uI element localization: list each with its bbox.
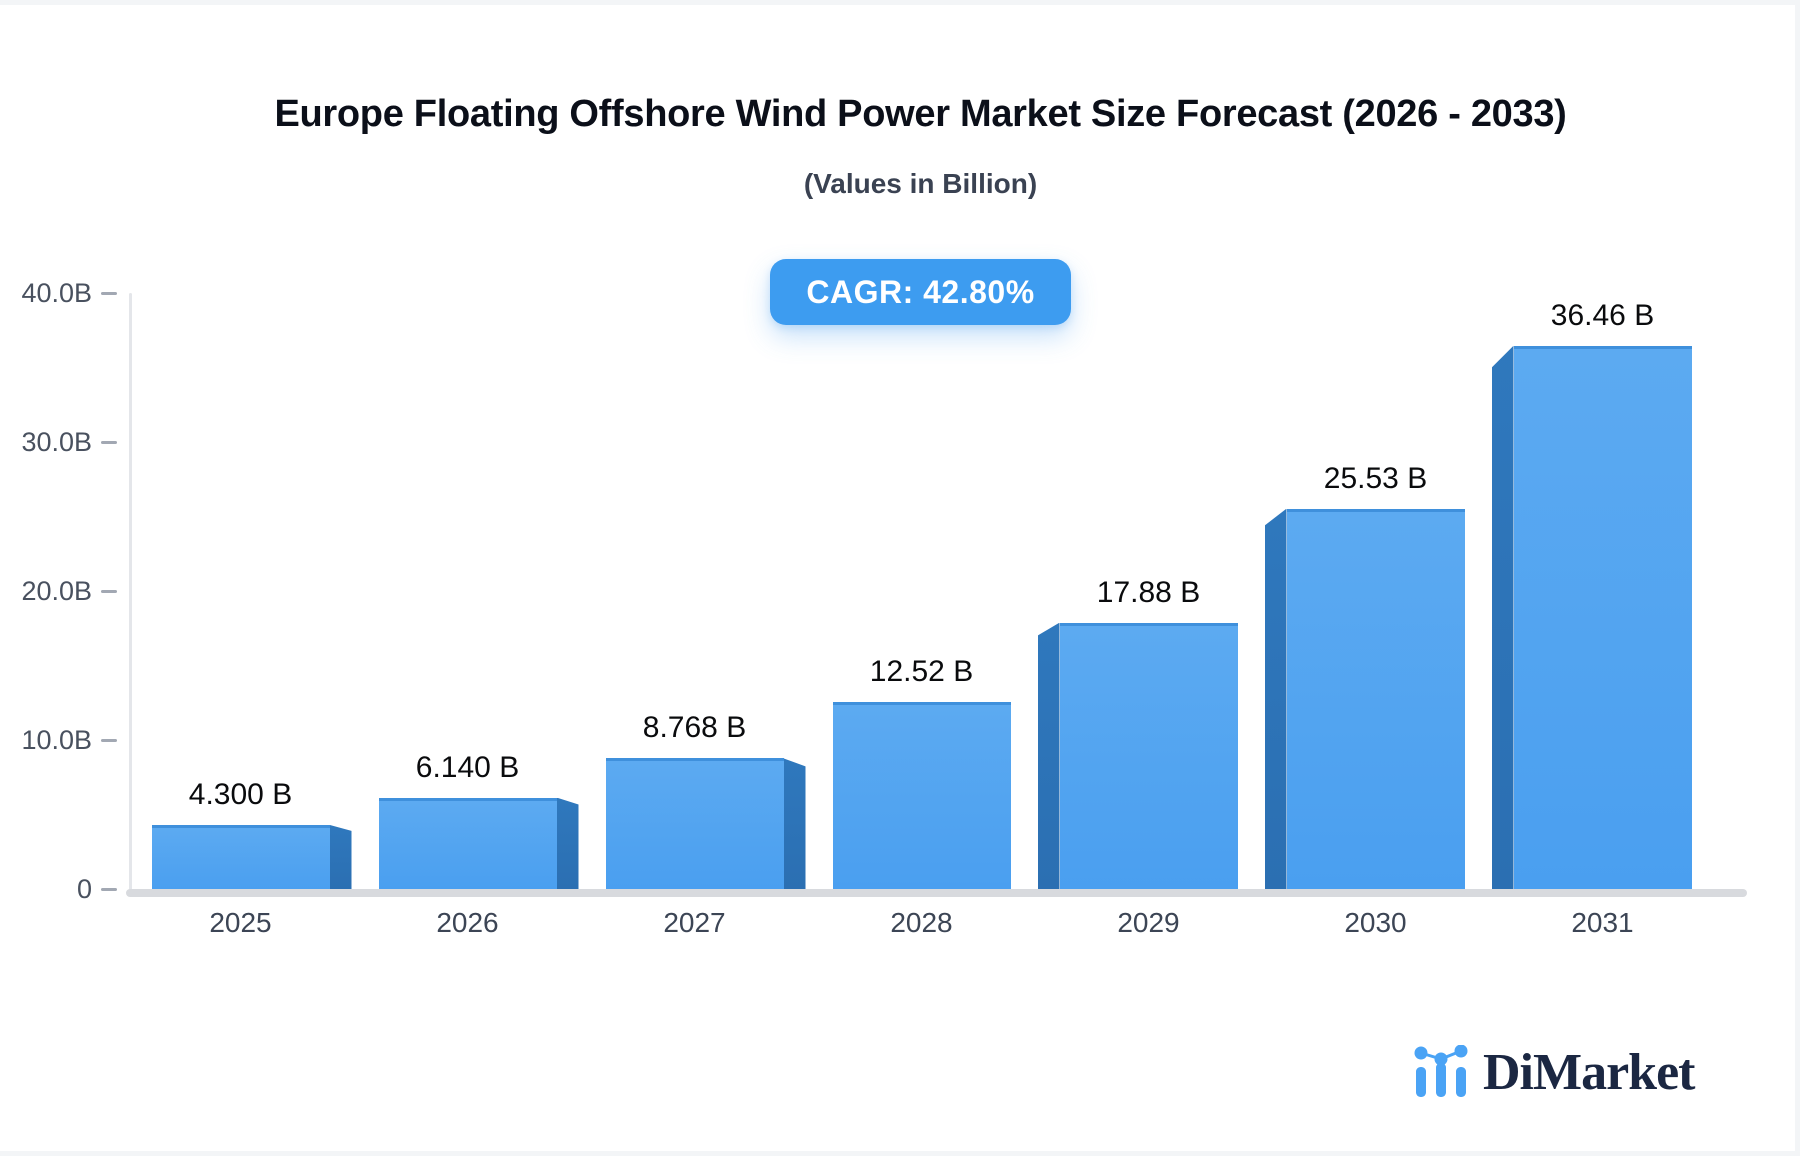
bar-value-label: 4.300 B (188, 777, 293, 811)
y-axis-tick-label: 0 (76, 874, 92, 904)
x-axis-category-label: 2027 (663, 907, 726, 938)
bar-value-label: 36.46 B (1550, 298, 1655, 332)
bar-3d-side (1037, 622, 1060, 889)
bar-chart-logo-icon (1414, 1045, 1468, 1097)
bar-value-label: 12.52 B (869, 655, 974, 689)
y-axis-tick-label: 40.0B (21, 278, 92, 308)
chart-card: Europe Floating Offshore Wind Power Mark… (0, 5, 1795, 1151)
x-axis-category-label: 2030 (1344, 907, 1407, 938)
bar (151, 824, 330, 889)
bar-chart: 0 10.0B 20.0B 30.0B 40.0B 4.300 B 2025 6.140 B 2… (0, 5, 1795, 1151)
logo-text: DiMarket (1483, 1044, 1695, 1101)
x-axis-category-label: 2028 (890, 907, 953, 938)
y-axis-tick-mark (101, 590, 117, 593)
brand-logo: DiMarket (1412, 1044, 1695, 1101)
x-axis-category-label: 2029 (1117, 907, 1180, 938)
bar (1286, 508, 1465, 889)
y-axis-tick-label: 10.0B (21, 725, 92, 755)
bar-value-label: 6.140 B (415, 750, 520, 784)
bar (832, 702, 1011, 889)
bar-3d-side (1264, 508, 1287, 889)
bar-value-label: 17.88 B (1096, 575, 1201, 609)
x-axis-baseline (126, 889, 1747, 897)
bar-3d-side (1491, 345, 1514, 889)
y-axis-tick-mark (101, 739, 117, 742)
bar (1059, 622, 1238, 889)
y-axis-tick-label: 30.0B (21, 427, 92, 457)
bar-value-label: 25.53 B (1323, 461, 1428, 495)
y-axis-tick-mark (101, 292, 117, 295)
x-axis-category-label: 2025 (209, 907, 272, 938)
bar-3d-side (329, 824, 352, 889)
y-axis-tick-label: 20.0B (21, 576, 92, 606)
x-axis-category-label: 2031 (1571, 907, 1634, 938)
bar (378, 797, 557, 889)
bar-value-label: 8.768 B (642, 711, 747, 745)
y-axis-tick-mark (101, 888, 117, 891)
bar (605, 758, 784, 889)
bar (1513, 345, 1692, 889)
y-axis-tick-mark (101, 441, 117, 444)
bar-3d-side (783, 758, 806, 889)
bar-3d-side (556, 797, 579, 889)
y-axis-line (129, 293, 132, 892)
x-axis-category-label: 2026 (436, 907, 499, 938)
